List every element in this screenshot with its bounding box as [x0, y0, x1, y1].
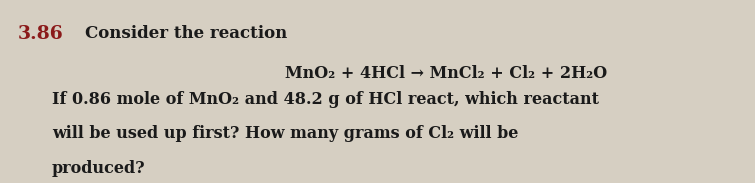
Text: 3.86: 3.86	[18, 25, 63, 43]
Text: will be used up first? How many grams of Cl₂ will be: will be used up first? How many grams of…	[52, 125, 519, 142]
Text: MnO₂ + 4HCl → MnCl₂ + Cl₂ + 2H₂O: MnO₂ + 4HCl → MnCl₂ + Cl₂ + 2H₂O	[285, 65, 607, 82]
Text: Consider the reaction: Consider the reaction	[85, 25, 287, 42]
Text: If 0.86 mole of MnO₂ and 48.2 g of HCl react, which reactant: If 0.86 mole of MnO₂ and 48.2 g of HCl r…	[52, 91, 599, 108]
Text: produced?: produced?	[52, 160, 146, 177]
